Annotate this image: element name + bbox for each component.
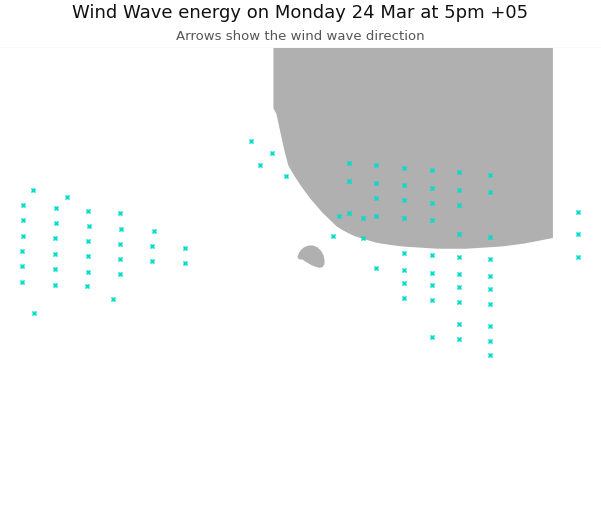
Polygon shape <box>297 246 325 268</box>
Polygon shape <box>273 48 553 249</box>
Text: Wind Wave energy on Monday 24 Mar at 5pm +05: Wind Wave energy on Monday 24 Mar at 5pm… <box>73 5 528 23</box>
Text: Arrows show the wind wave direction: Arrows show the wind wave direction <box>176 30 425 43</box>
